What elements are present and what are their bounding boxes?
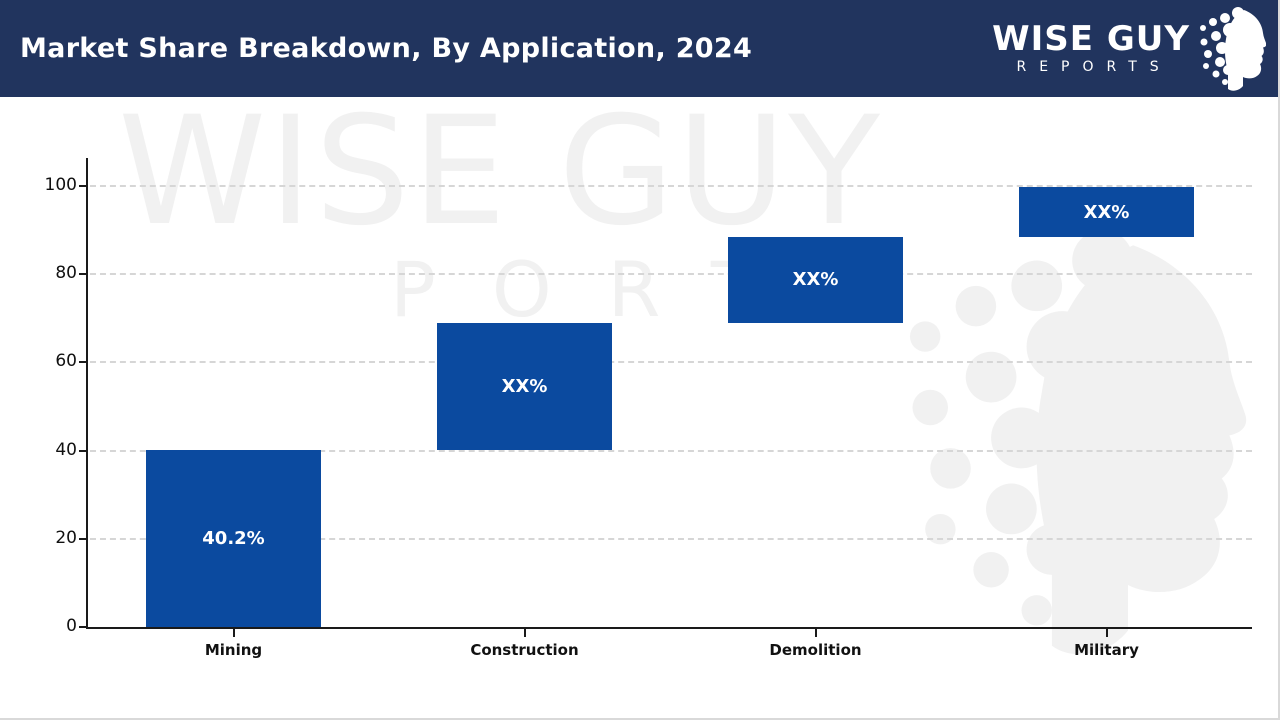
logo-wordmark: WISE GUY	[992, 19, 1190, 59]
y-tick-label-100: 100	[44, 175, 77, 195]
y-tick-40	[79, 449, 88, 452]
gridline-20	[90, 537, 1252, 540]
x-tick-demolition	[814, 629, 817, 637]
watermark-wordmark: WISE GUY	[118, 85, 882, 259]
y-tick-label-0: 0	[66, 616, 77, 636]
x-tick-military	[1105, 629, 1108, 637]
y-tick-label-60: 60	[55, 351, 77, 372]
y-tick-label-40: 40	[55, 439, 77, 460]
x-tick-mining	[232, 629, 235, 637]
bar-demolition: XX%	[728, 237, 903, 323]
bar-value-label: XX%	[501, 375, 548, 397]
gridline-80	[90, 273, 1252, 276]
header: Market Share Breakdown, By Application, …	[0, 0, 1278, 97]
bar-value-label: XX%	[792, 269, 839, 291]
x-tick-construction	[523, 629, 526, 637]
logo-text: WISE GUY REPORTS	[992, 22, 1190, 75]
x-label-mining: Mining	[204, 641, 263, 659]
x-label-construction: Construction	[470, 641, 579, 659]
bar-value-label: XX%	[1083, 201, 1130, 223]
y-axis	[86, 158, 88, 629]
page-title: Market Share Breakdown, By Application, …	[20, 33, 753, 64]
chart-area: WISE GUY PORTS 0 20 40 60 80 100 40.2% Mining XX…	[0, 85, 1278, 718]
bar-mining: 40.2%	[146, 449, 321, 627]
x-label-demolition: Demolition	[769, 641, 862, 659]
bar-military: XX%	[1019, 186, 1194, 238]
wise-guy-logo: WISE GUY REPORTS	[992, 6, 1266, 92]
y-tick-0	[79, 626, 88, 628]
y-tick-60	[79, 361, 88, 364]
y-tick-label-80: 80	[55, 263, 77, 284]
gridline-40	[90, 449, 1252, 452]
y-tick-20	[79, 537, 88, 540]
logo-subtitle: REPORTS	[1016, 59, 1172, 75]
y-tick-80	[79, 273, 88, 276]
gridline-100	[90, 185, 1252, 187]
x-axis	[86, 627, 1252, 629]
y-tick-label-20: 20	[55, 527, 77, 548]
x-label-military: Military	[1074, 641, 1139, 659]
bar-construction: XX%	[437, 322, 612, 450]
y-tick-100	[79, 185, 88, 187]
gridline-60	[90, 361, 1252, 364]
bar-value-label: 40.2%	[202, 527, 265, 549]
logo-face-icon	[1200, 6, 1266, 91]
